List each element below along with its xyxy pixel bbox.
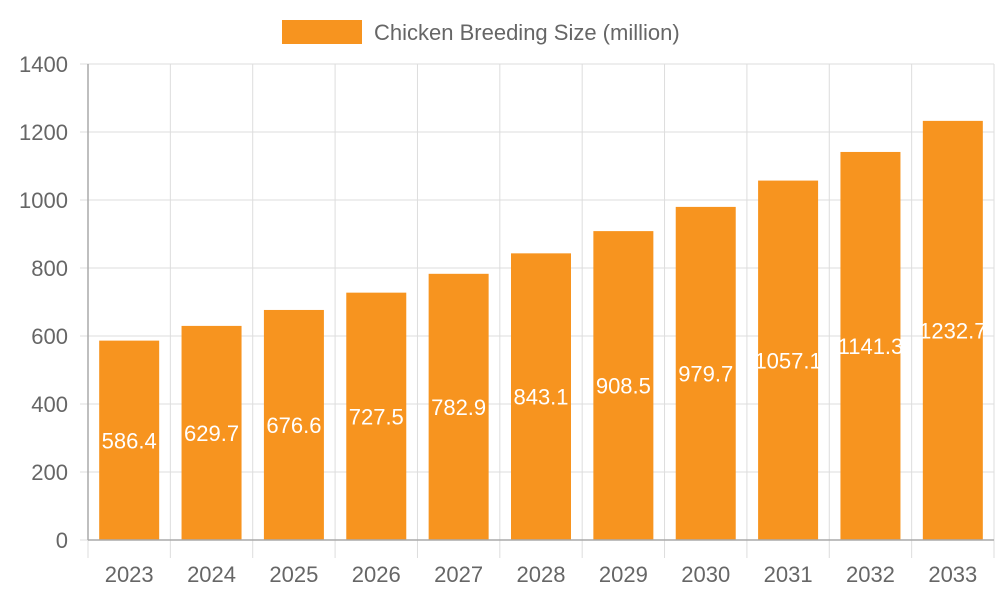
y-tick-label: 400 <box>31 392 68 417</box>
x-tick-label: 2029 <box>599 562 648 587</box>
data-label: 908.5 <box>596 374 651 399</box>
bar <box>593 231 654 541</box>
y-tick-label: 0 <box>56 528 68 553</box>
data-label: 676.6 <box>266 413 321 438</box>
x-tick-label: 2030 <box>681 562 730 587</box>
x-tick-label: 2023 <box>105 562 154 587</box>
bar <box>428 273 489 540</box>
y-tick-label: 600 <box>31 324 68 349</box>
data-label: 843.1 <box>513 385 568 410</box>
bar <box>263 309 324 540</box>
data-label: 727.5 <box>349 404 404 429</box>
x-tick-label: 2032 <box>846 562 895 587</box>
y-tick-label: 200 <box>31 460 68 485</box>
y-tick-label: 1000 <box>19 188 68 213</box>
data-label: 979.7 <box>678 361 733 386</box>
y-tick-label: 1200 <box>19 120 68 145</box>
bar <box>511 253 571 540</box>
legend[interactable]: Chicken Breeding Size (million) <box>282 20 680 45</box>
data-label: 782.9 <box>431 395 486 420</box>
axes: 0 200 400 600 800 1000 1200 1400 2023 2024 2025 202… <box>19 52 994 587</box>
bar <box>346 292 407 540</box>
data-label: 1141.3 <box>838 334 904 359</box>
x-tick-label: 2031 <box>764 562 813 587</box>
data-label: 586.4 <box>102 428 157 453</box>
bar <box>758 180 819 540</box>
bar <box>922 120 983 541</box>
x-tick-label: 2026 <box>352 562 401 587</box>
x-tick-label: 2028 <box>517 562 566 587</box>
bar <box>675 206 736 541</box>
x-tick-label: 2033 <box>928 562 977 587</box>
bar <box>840 151 901 540</box>
bar <box>99 340 160 540</box>
y-tick-label: 800 <box>31 256 68 281</box>
x-tick-label: 2025 <box>269 562 318 587</box>
legend-swatch <box>282 20 362 44</box>
x-tick-label: 2024 <box>187 562 236 587</box>
bar <box>181 325 242 540</box>
bars: 586.4 629.7 676.6 727.5 782.9 843.1 908.5 979.7… <box>99 120 986 541</box>
data-label: 629.7 <box>184 421 239 446</box>
x-tick-label: 2027 <box>434 562 483 587</box>
legend-label: Chicken Breeding Size (million) <box>374 20 680 45</box>
data-label: 1057.1 <box>754 348 821 373</box>
y-tick-label: 1400 <box>19 52 68 77</box>
data-label: 1232.7 <box>919 318 986 343</box>
